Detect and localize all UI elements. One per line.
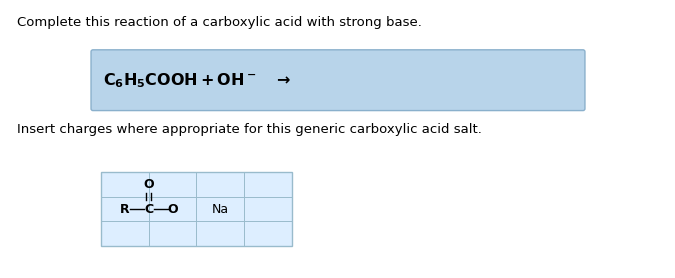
Bar bbox=[101, 172, 292, 246]
Text: Complete this reaction of a carboxylic acid with strong base.: Complete this reaction of a carboxylic a… bbox=[17, 16, 421, 29]
Text: C: C bbox=[144, 203, 153, 215]
Text: $\mathbf{C_6H_5COOH + OH^-}$   $\mathbf{\rightarrow}$: $\mathbf{C_6H_5COOH + OH^-}$ $\mathbf{\r… bbox=[103, 71, 291, 90]
Text: O: O bbox=[167, 203, 178, 215]
Text: Na: Na bbox=[212, 203, 229, 215]
Text: O: O bbox=[143, 178, 154, 191]
FancyBboxPatch shape bbox=[91, 50, 585, 111]
Text: Insert charges where appropriate for this generic carboxylic acid salt.: Insert charges where appropriate for thi… bbox=[17, 123, 481, 136]
Text: R: R bbox=[120, 203, 130, 215]
